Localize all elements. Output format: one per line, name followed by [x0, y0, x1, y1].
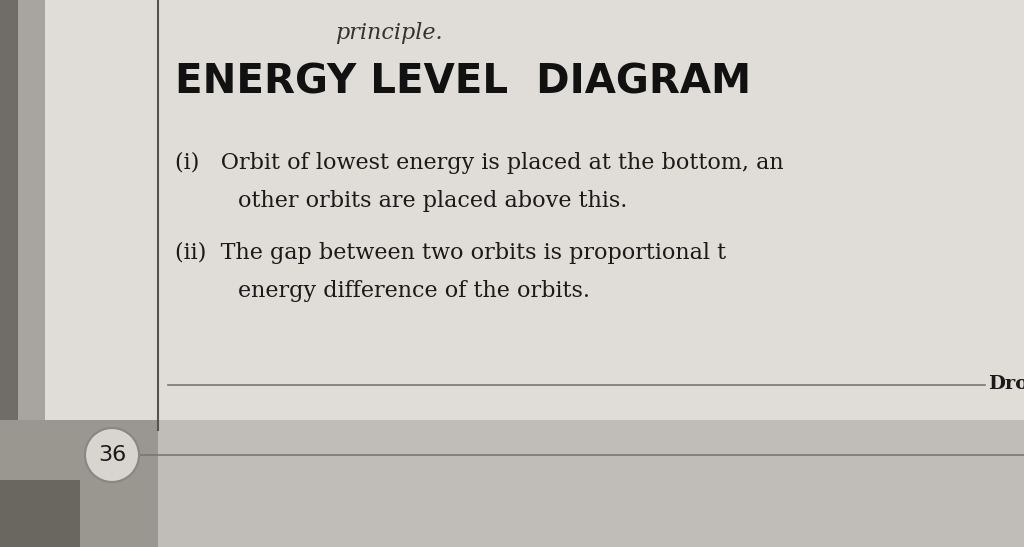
Text: (ii)  The gap between two orbits is proportional t: (ii) The gap between two orbits is propo…: [175, 242, 726, 264]
FancyBboxPatch shape: [0, 0, 45, 547]
FancyBboxPatch shape: [0, 480, 80, 547]
Circle shape: [85, 428, 139, 482]
FancyBboxPatch shape: [0, 0, 18, 547]
Text: principle.: principle.: [335, 22, 442, 44]
Text: ENERGY LEVEL  DIAGRAM: ENERGY LEVEL DIAGRAM: [175, 62, 752, 102]
Text: (i)   Orbit of lowest energy is placed at the bottom, an: (i) Orbit of lowest energy is placed at …: [175, 152, 783, 174]
Text: energy difference of the orbits.: energy difference of the orbits.: [238, 280, 590, 302]
Text: Drop: Drop: [988, 375, 1024, 393]
FancyBboxPatch shape: [0, 420, 1024, 547]
FancyBboxPatch shape: [0, 420, 158, 547]
Text: other orbits are placed above this.: other orbits are placed above this.: [238, 190, 628, 212]
Text: 36: 36: [98, 445, 126, 465]
